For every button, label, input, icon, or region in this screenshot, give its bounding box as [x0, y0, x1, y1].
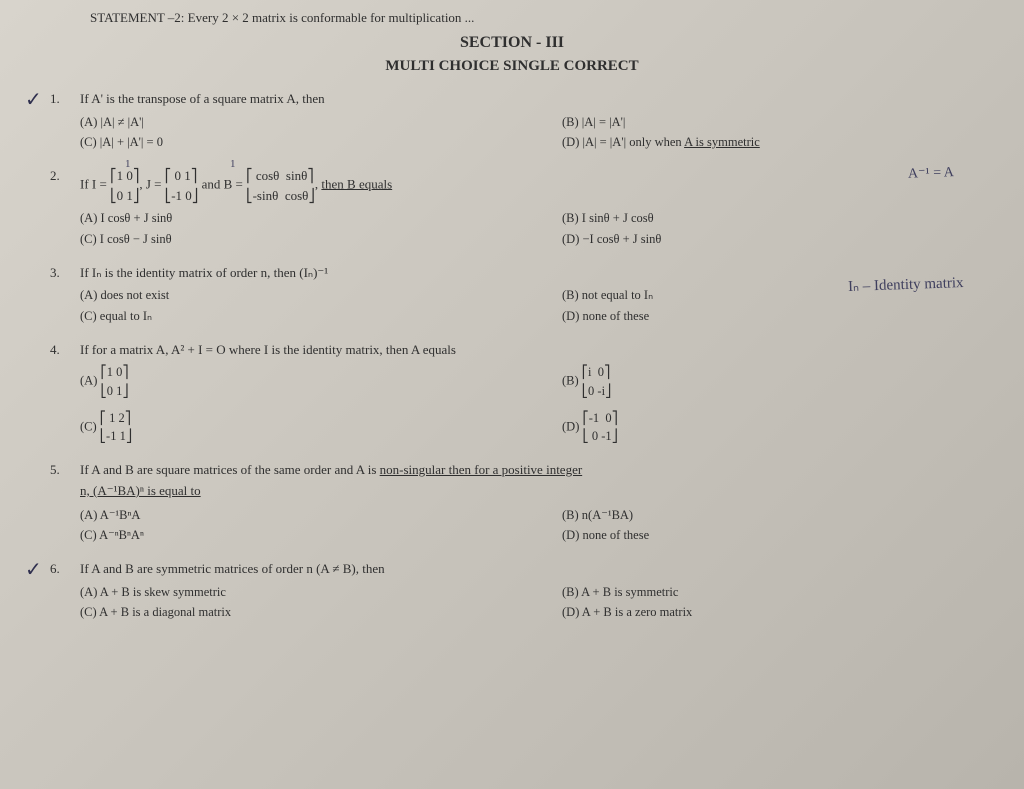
q2-option-c: (C) I cosθ − J sinθ: [80, 230, 522, 249]
q2-text: If I = ⎡1 0⎤⎣0 1⎦, J = ⎡ 0 1⎤⎣-1 0⎦ and …: [80, 166, 1004, 205]
q2-option-a: (A) I cosθ + J sinθ: [80, 209, 522, 228]
q3-option-c: (C) equal to Iₙ: [80, 307, 522, 326]
q1-option-b: (B) |A| = |A'|: [562, 113, 1004, 132]
section-subtitle: MULTI CHOICE SINGLE CORRECT: [20, 58, 1004, 75]
handwriting-2: A⁻¹ = A: [908, 164, 955, 183]
q1-options: (A) |A| ≠ |A'| (B) |A| = |A'| (C) |A| + …: [80, 113, 1004, 153]
q5-option-c: (C) A⁻ⁿBⁿAⁿ: [80, 526, 522, 545]
q3-option-d: (D) none of these: [562, 307, 1004, 326]
question-1: ✓ 1. If A' is the transpose of a square …: [20, 89, 1004, 152]
q6-options: (A) A + B is skew symmetric (B) A + B is…: [80, 583, 1004, 623]
q1-text: If A' is the transpose of a square matri…: [80, 89, 1004, 109]
q6-text: If A and B are symmetric matrices of ord…: [80, 559, 1004, 579]
q5-option-a: (A) A⁻¹BⁿA: [80, 506, 522, 525]
q4-text: If for a matrix A, A² + I = O where I is…: [80, 340, 1004, 360]
q1-option-d: (D) |A| = |A'| only when A is symmetric: [562, 133, 1004, 152]
question-5: 5. If A and B are square matrices of the…: [20, 460, 1004, 545]
question-4: 4. If for a matrix A, A² + I = O where I…: [20, 340, 1004, 447]
q4-option-a: (A) ⎡1 0⎤⎣0 1⎦: [80, 363, 522, 401]
q4-option-b: (B) ⎡i 0⎤⎣0 -i⎦: [562, 363, 1004, 401]
q2-number: 2.: [50, 166, 60, 186]
q4-option-d: (D) ⎡-1 0⎤⎣ 0 -1⎦: [562, 409, 1004, 447]
q6-option-c: (C) A + B is a diagonal matrix: [80, 603, 522, 622]
q3-option-a: (A) does not exist: [80, 286, 522, 305]
question-6: ✓ 6. If A and B are symmetric matrices o…: [20, 559, 1004, 622]
annotation-2: 1: [230, 156, 236, 173]
q5-option-d: (D) none of these: [562, 526, 1004, 545]
q6-option-b: (B) A + B is symmetric: [562, 583, 1004, 602]
checkmark-icon: ✓: [25, 555, 42, 585]
q5-text: If A and B are square matrices of the sa…: [80, 460, 1004, 502]
q4-option-c: (C) ⎡ 1 2⎤⎣-1 1⎦: [80, 409, 522, 447]
q4-options: (A) ⎡1 0⎤⎣0 1⎦ (B) ⎡i 0⎤⎣0 -i⎦ (C) ⎡ 1 2…: [80, 363, 1004, 446]
q5-number: 5.: [50, 460, 60, 480]
q6-number: 6.: [50, 559, 60, 579]
q2-option-d: (D) −I cosθ + J sinθ: [562, 230, 1004, 249]
q1-number: 1.: [50, 89, 60, 109]
handwriting-3: Iₙ – Identity matrix: [848, 273, 964, 296]
question-2: 2. 1 1 If I = ⎡1 0⎤⎣0 1⎦, J = ⎡ 0 1⎤⎣-1 …: [20, 166, 1004, 249]
checkmark-icon: ✓: [25, 85, 42, 115]
q4-number: 4.: [50, 340, 60, 360]
q2-options: (A) I cosθ + J sinθ (B) I sinθ + J cosθ …: [80, 209, 1004, 249]
q5-option-b: (B) n(A⁻¹BA): [562, 506, 1004, 525]
q1-option-c: (C) |A| + |A'| = 0: [80, 133, 522, 152]
q3-number: 3.: [50, 263, 60, 283]
statement-line: STATEMENT –2: Every 2 × 2 matrix is conf…: [90, 10, 1004, 26]
q5-options: (A) A⁻¹BⁿA (B) n(A⁻¹BA) (C) A⁻ⁿBⁿAⁿ (D) …: [80, 506, 1004, 546]
q6-option-d: (D) A + B is a zero matrix: [562, 603, 1004, 622]
section-title: SECTION - III: [20, 34, 1004, 52]
q2-option-b: (B) I sinθ + J cosθ: [562, 209, 1004, 228]
q1-option-a: (A) |A| ≠ |A'|: [80, 113, 522, 132]
annotation-1: 1: [125, 156, 131, 173]
q6-option-a: (A) A + B is skew symmetric: [80, 583, 522, 602]
